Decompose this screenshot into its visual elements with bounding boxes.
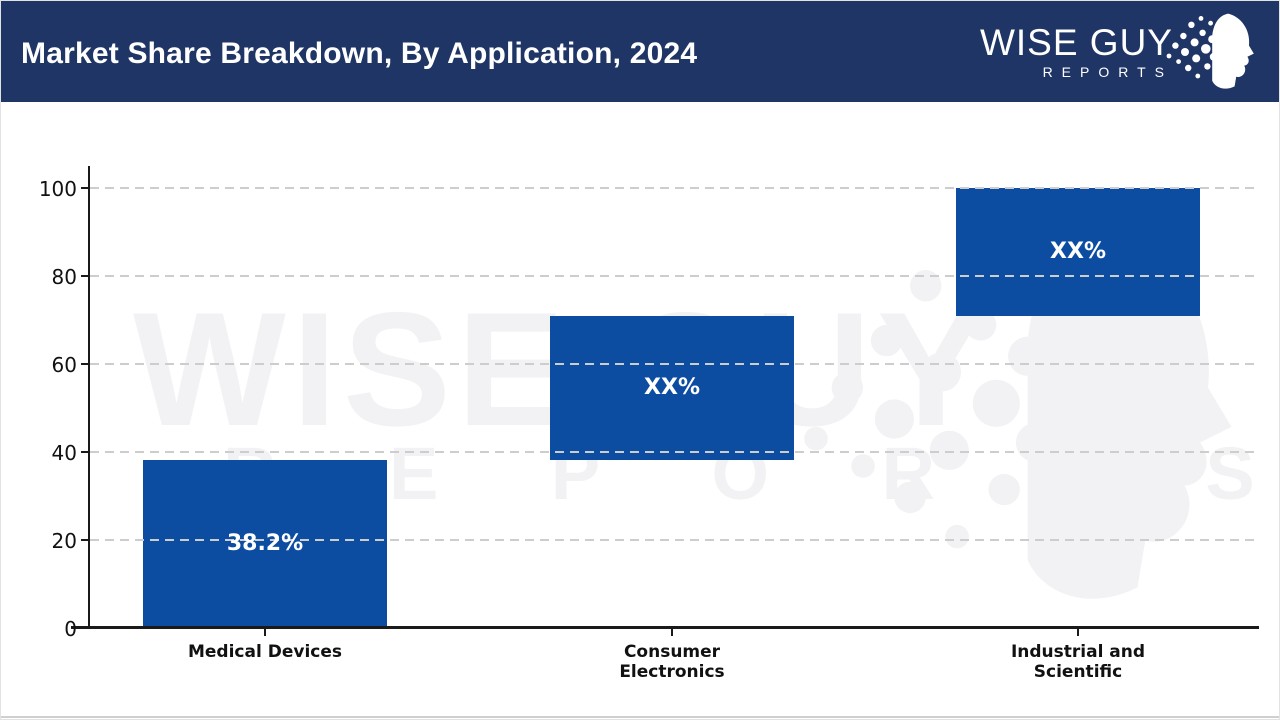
y-axis (88, 166, 90, 628)
page-bottom-border (1, 716, 1279, 718)
bar-industrial-and-scientific (956, 188, 1200, 316)
x-tick-0 (264, 629, 266, 636)
bar-consumer-electronics (550, 315, 794, 460)
gridline-60 (90, 363, 1256, 365)
x-tick-2 (1077, 629, 1079, 636)
gridline-40 (90, 451, 1256, 453)
y-tick-0 (81, 627, 88, 629)
y-tick-label-40: 40 (51, 441, 77, 465)
logo-wordmark: WISE GUY (979, 22, 1173, 63)
page-title: Market Share Breakdown, By Application, … (21, 36, 698, 70)
face-profile-logo-icon (1166, 13, 1254, 89)
y-tick-label-80: 80 (51, 265, 77, 289)
y-tick-40 (81, 451, 88, 453)
y-tick-label-20: 20 (51, 529, 77, 553)
y-tick-60 (81, 363, 88, 365)
gridline-80 (90, 275, 1256, 277)
y-tick-20 (81, 539, 88, 541)
bar-value-label: XX% (1050, 238, 1106, 264)
x-tick-1 (671, 629, 673, 636)
logo-text: WISE GUY REPORTS (980, 24, 1173, 79)
bar-value-label: XX% (644, 374, 700, 400)
bar-medical-devices (143, 459, 387, 628)
gridline-100 (90, 187, 1256, 189)
category-label-0: Medical Devices (187, 642, 342, 662)
category-label-1: Consumer Electronics (619, 642, 725, 682)
x-axis (71, 626, 1259, 629)
gridline-20 (90, 539, 1256, 541)
y-tick-100 (81, 187, 88, 189)
y-tick-label-100: 100 (38, 177, 77, 201)
category-label-2: Industrial and Scientific (1010, 642, 1146, 682)
y-tick-label-60: 60 (51, 353, 77, 377)
header: Market Share Breakdown, By Application, … (1, 1, 1279, 102)
wise-guy-logo: WISE GUY REPORTS (980, 9, 1257, 95)
logo-subtitle: REPORTS (1042, 64, 1173, 80)
y-tick-80 (81, 275, 88, 277)
y-tick-label-0: 0 (64, 617, 77, 641)
bar-value-label: 38.2% (226, 530, 304, 556)
